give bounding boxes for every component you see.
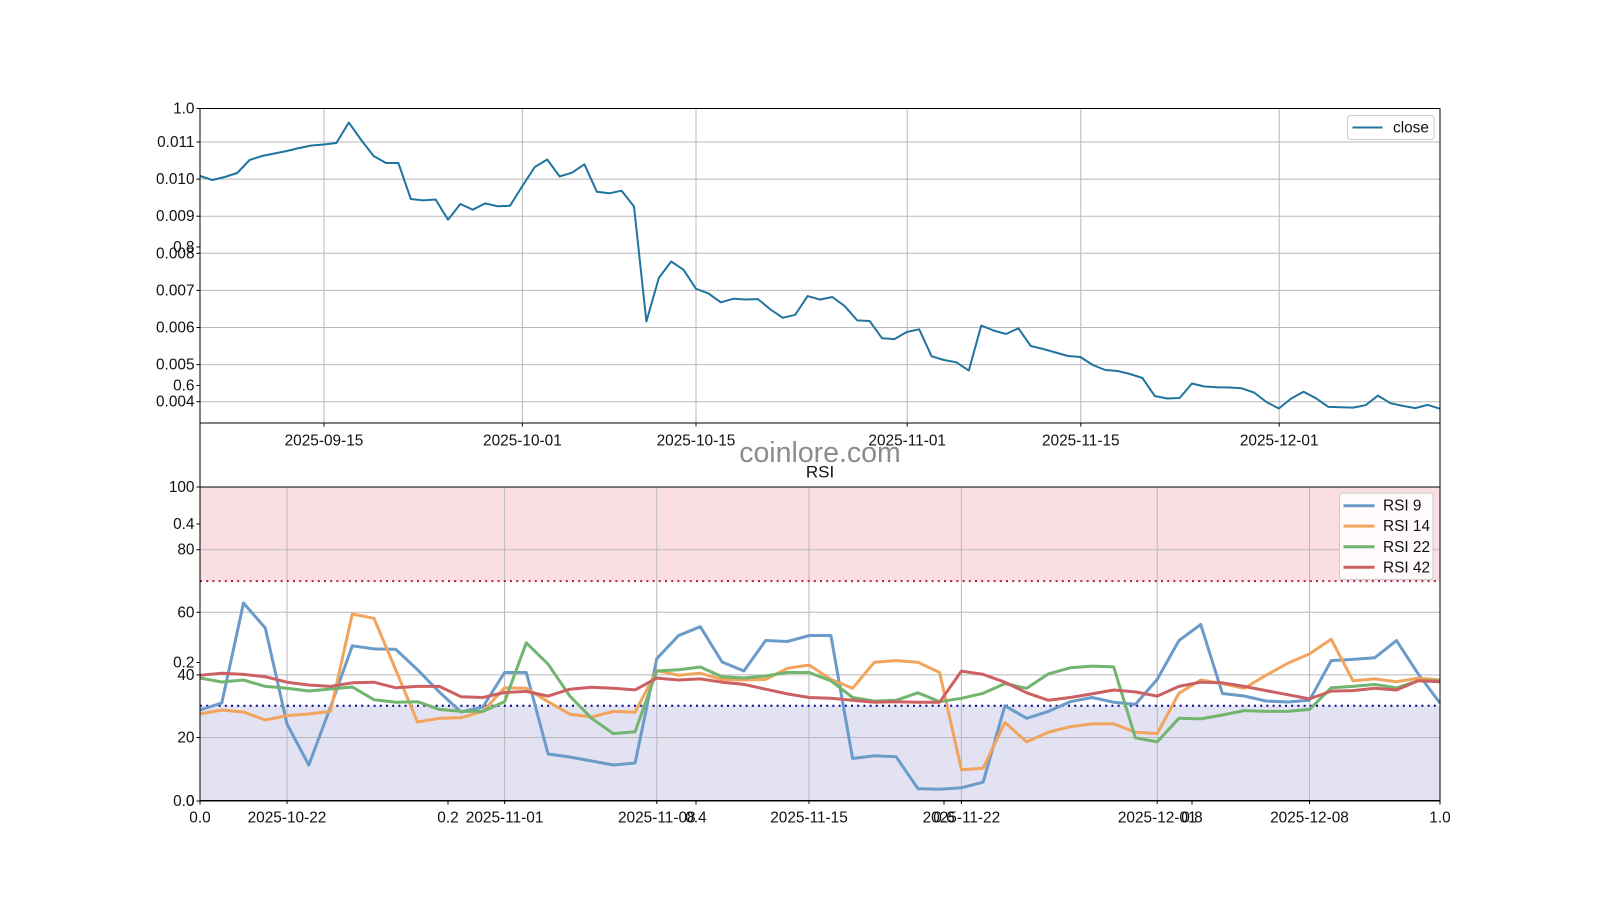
svg-text:coinlore.com: coinlore.com: [739, 437, 901, 469]
svg-text:0.006: 0.006: [156, 320, 195, 337]
svg-text:2025-12-01: 2025-12-01: [1240, 433, 1319, 450]
svg-text:0.4: 0.4: [173, 516, 195, 533]
svg-text:0.007: 0.007: [156, 282, 195, 299]
svg-text:RSI 9: RSI 9: [1383, 498, 1422, 515]
svg-text:RSI 42: RSI 42: [1383, 559, 1430, 576]
svg-text:2025-11-01: 2025-11-01: [466, 810, 544, 827]
svg-text:2025-11-22: 2025-11-22: [923, 810, 1001, 827]
svg-text:20: 20: [177, 730, 194, 747]
svg-text:0.8: 0.8: [1181, 810, 1202, 827]
svg-text:2025-11-01: 2025-11-01: [868, 433, 946, 450]
svg-text:2025-10-22: 2025-10-22: [248, 810, 327, 827]
svg-text:0.4: 0.4: [685, 810, 707, 827]
svg-text:2025-09-15: 2025-09-15: [285, 433, 364, 450]
svg-text:0.8: 0.8: [173, 239, 194, 256]
svg-text:0: 0: [186, 793, 195, 810]
svg-text:80: 80: [177, 542, 194, 559]
svg-text:2025-12-08: 2025-12-08: [1270, 810, 1349, 827]
svg-text:60: 60: [177, 604, 194, 621]
svg-text:2025-11-15: 2025-11-15: [770, 810, 848, 827]
svg-text:0.6: 0.6: [173, 378, 194, 395]
svg-text:RSI 14: RSI 14: [1383, 518, 1430, 535]
svg-text:0.0: 0.0: [189, 810, 210, 827]
svg-text:1.0: 1.0: [1429, 810, 1450, 827]
svg-text:2025-11-15: 2025-11-15: [1042, 433, 1120, 450]
svg-text:0.2: 0.2: [437, 810, 458, 827]
svg-text:0.6: 0.6: [933, 810, 954, 827]
svg-text:100: 100: [169, 479, 195, 496]
svg-text:0.2: 0.2: [173, 655, 194, 672]
svg-text:1.0: 1.0: [173, 101, 194, 118]
svg-text:40: 40: [177, 667, 194, 684]
svg-text:0.004: 0.004: [156, 394, 195, 411]
svg-text:0.010: 0.010: [156, 171, 195, 188]
svg-text:RSI: RSI: [806, 463, 834, 482]
svg-text:2025-10-15: 2025-10-15: [657, 433, 736, 450]
svg-text:2025-11-08: 2025-11-08: [618, 810, 696, 827]
svg-text:0.009: 0.009: [156, 208, 195, 225]
svg-text:2025-10-01: 2025-10-01: [483, 433, 562, 450]
svg-text:0.0: 0.0: [173, 793, 194, 810]
svg-text:RSI 22: RSI 22: [1383, 539, 1430, 556]
svg-text:close: close: [1393, 120, 1429, 137]
svg-text:2025-12-01: 2025-12-01: [1118, 810, 1197, 827]
svg-text:0.011: 0.011: [157, 134, 194, 151]
svg-text:0.008: 0.008: [156, 245, 195, 262]
svg-text:0.005: 0.005: [156, 357, 195, 374]
